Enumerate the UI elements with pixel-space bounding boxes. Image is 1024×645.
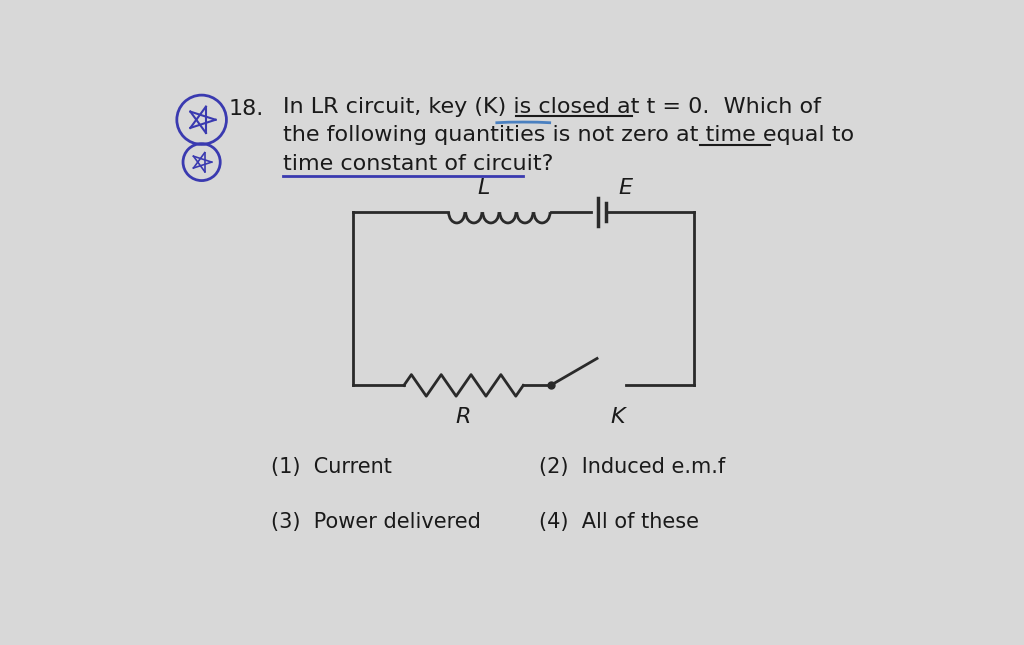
Text: E: E [618, 178, 633, 198]
Text: R: R [456, 407, 471, 427]
Text: (1)  Current: (1) Current [271, 457, 392, 477]
Text: K: K [610, 407, 625, 427]
Text: (3)  Power delivered: (3) Power delivered [271, 512, 481, 533]
Text: the following quantities is not zero at time equal to: the following quantities is not zero at … [283, 125, 854, 145]
Text: (2)  Induced e.m.f: (2) Induced e.m.f [539, 457, 725, 477]
Text: In LR circuit, key (K) is closed at t = 0.  Which of: In LR circuit, key (K) is closed at t = … [283, 97, 821, 117]
Text: (4)  All of these: (4) All of these [539, 512, 698, 533]
Text: L: L [477, 178, 490, 198]
Text: time constant of circuit?: time constant of circuit? [283, 154, 553, 174]
Text: 18.: 18. [228, 99, 264, 119]
